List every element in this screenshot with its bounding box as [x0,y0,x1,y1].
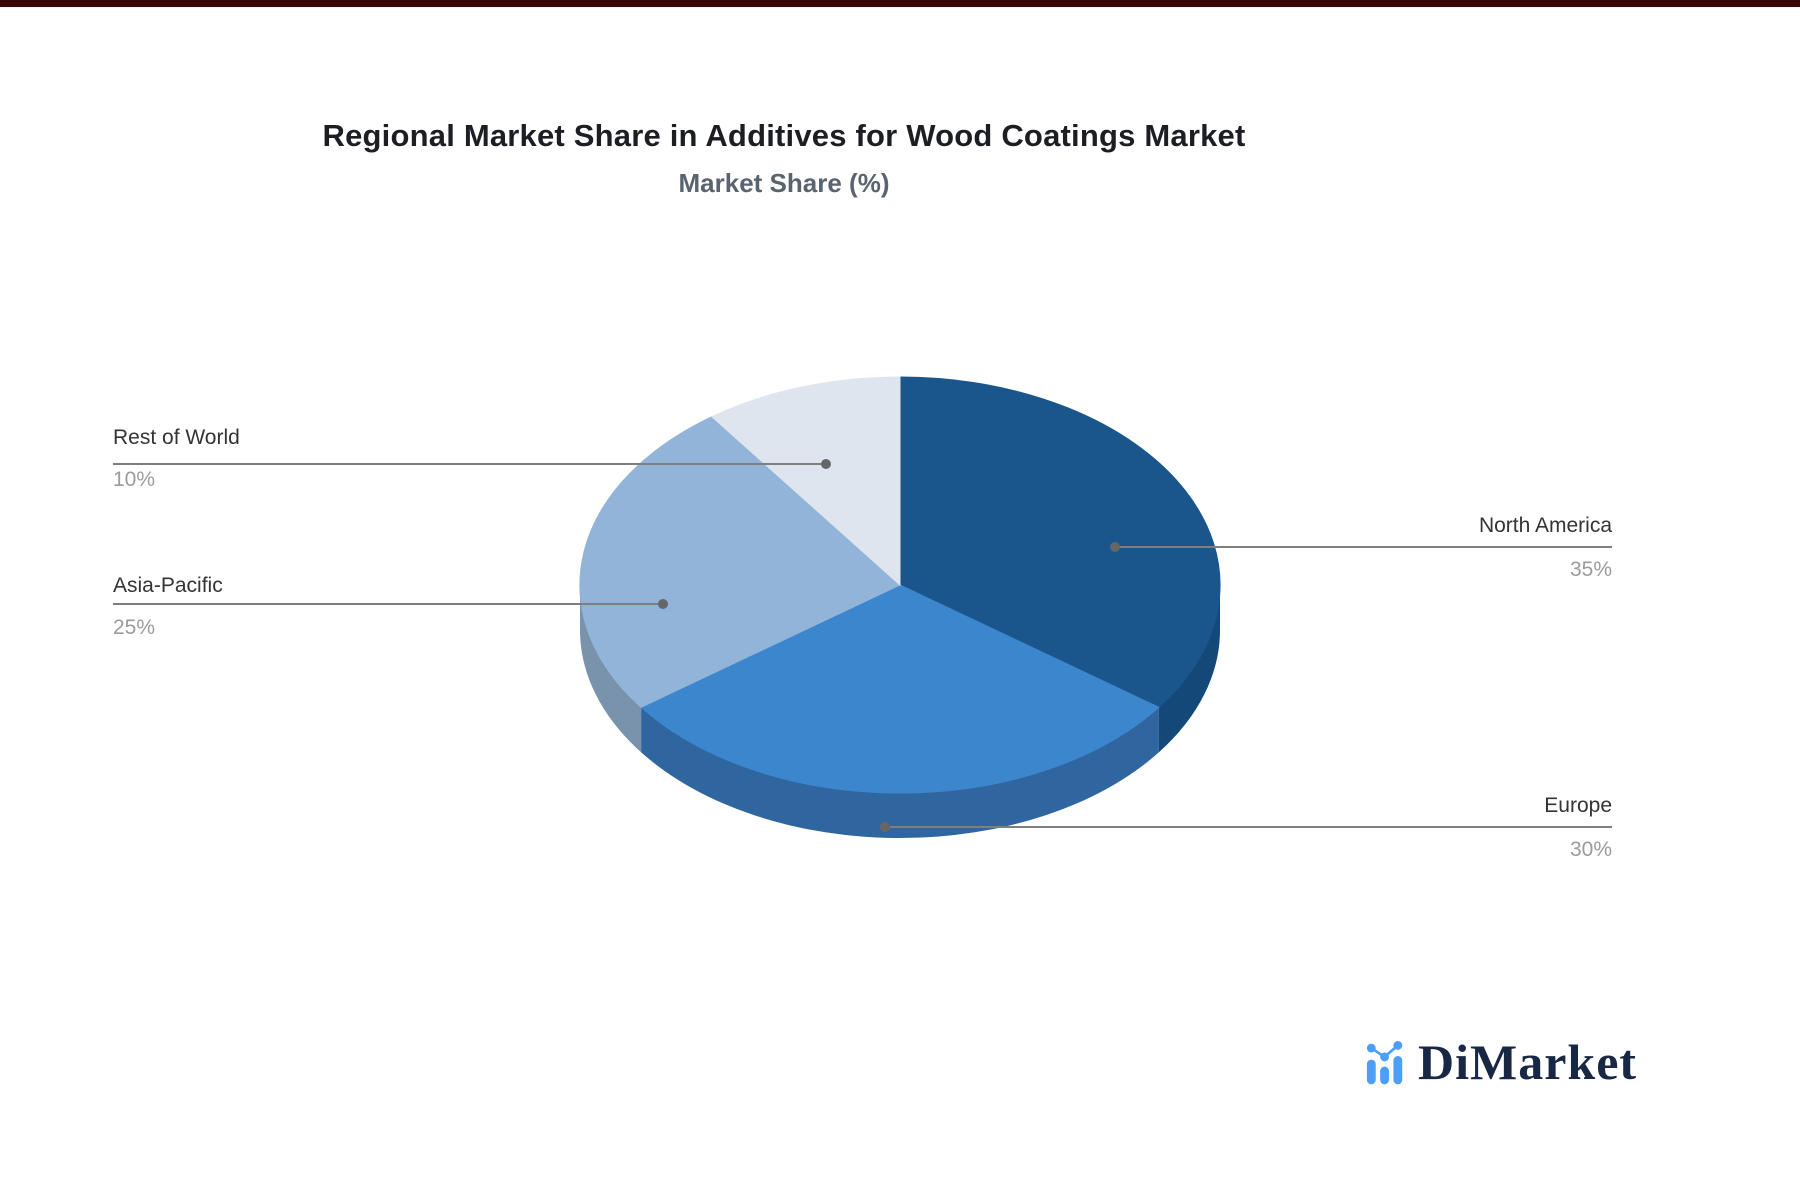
slice-label-rest-of-world: Rest of World [113,426,240,449]
leader-dot-rest-of-world [821,459,831,469]
bar-chart-icon [1366,1041,1403,1085]
slice-value-north-america: 35% [1569,558,1612,581]
chart-subtitle: Market Share (%) [678,168,890,198]
slice-value-asia-pacific: 25% [113,616,156,639]
slice-value-rest-of-world: 10% [113,468,156,491]
pie-slice-side-asia-pacific [579,585,642,753]
slice-value-europe: 30% [1569,838,1612,861]
top-edge-strip [0,0,1800,7]
pie-slice-rest-of-world[interactable] [711,376,901,587]
pie-slice-europe[interactable] [640,584,1160,794]
chart-title: Regional Market Share in Additives for W… [322,118,1246,153]
leader-dot-europe [880,822,890,832]
pie-slice-north-america[interactable] [899,376,1221,708]
brand-logo: DiMarket [1360,1032,1700,1102]
slice-label-asia-pacific: Asia-Pacific [113,574,223,597]
leader-dot-north-america [1110,542,1120,552]
slice-label-europe: Europe [1544,794,1612,817]
pie-slice-side-north-america [1158,585,1220,753]
pie-slice-asia-pacific[interactable] [579,416,901,708]
slice-label-north-america: North America [1478,514,1612,537]
brand-name: DiMarket [1418,1034,1638,1090]
pie-slice-side-europe [641,707,1159,839]
leader-dot-asia-pacific [658,599,668,609]
